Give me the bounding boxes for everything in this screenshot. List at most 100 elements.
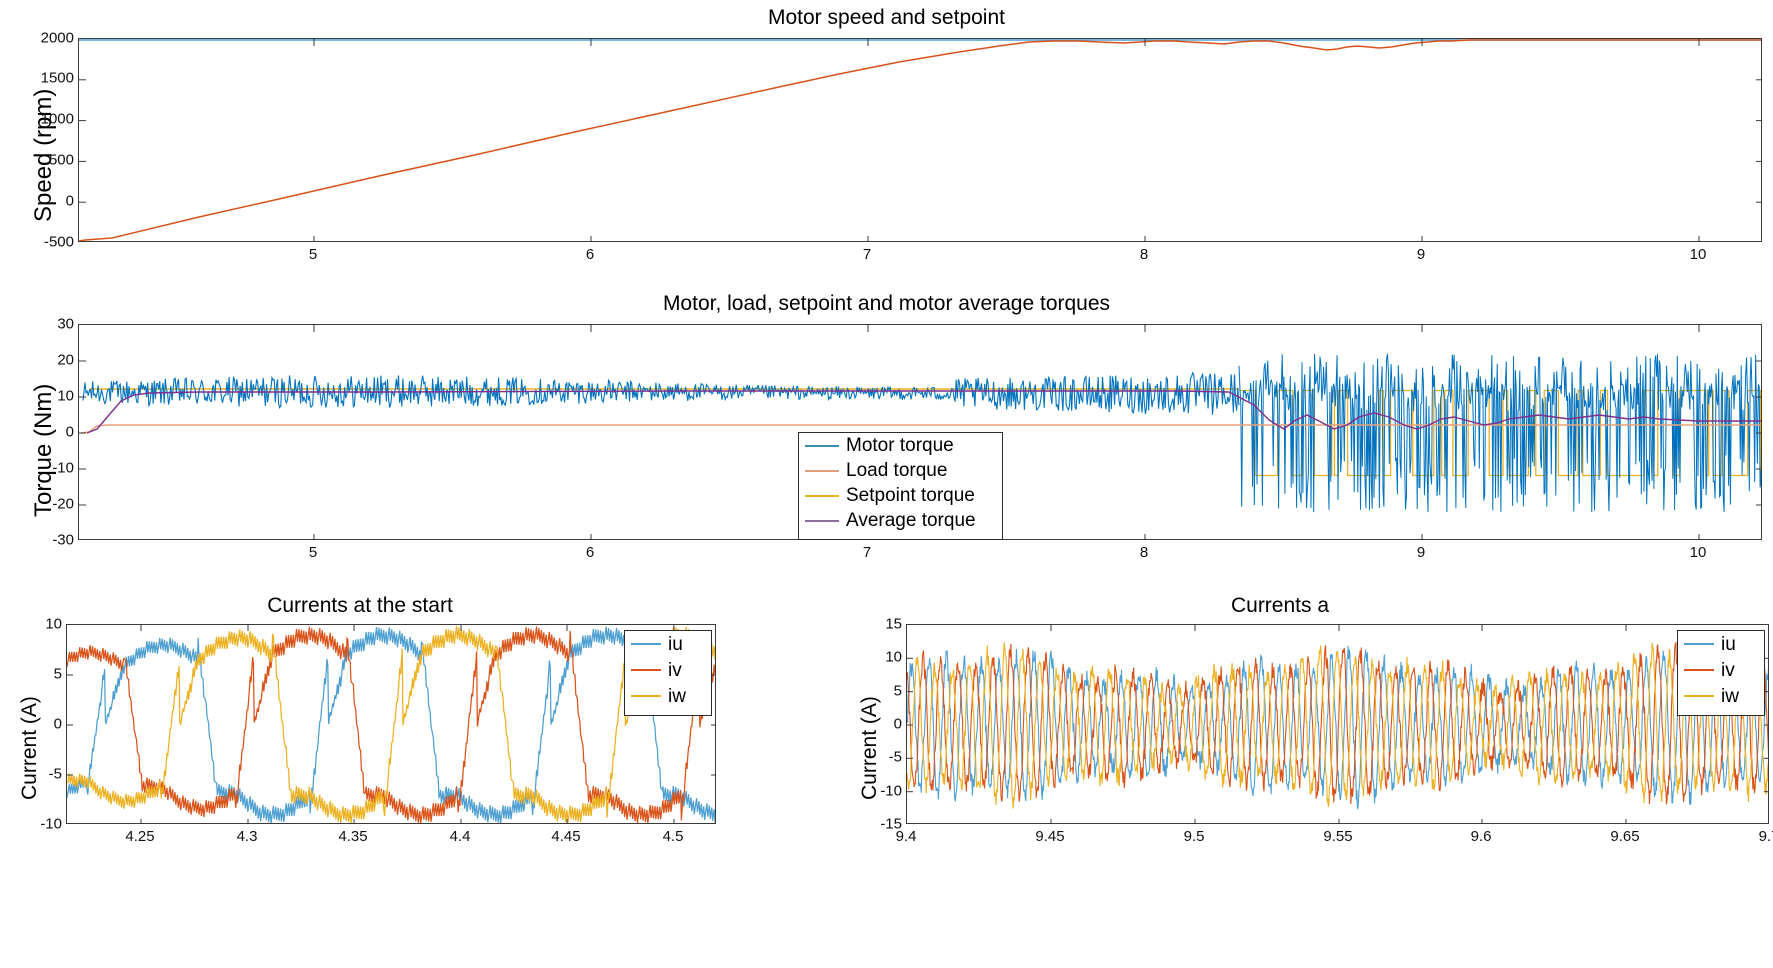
currents-a-legend[interactable]: iu iv iw [1677, 630, 1765, 716]
legend-label: iv [668, 659, 682, 681]
subplot-currents-start: Currents at the start Current (A) 10 5 0… [0, 588, 760, 968]
speed-plot-svg [79, 39, 1761, 241]
speed-axes-ticks [79, 39, 1761, 241]
x-tick-label: 4.35 [338, 828, 368, 845]
y-tick-label: -30 [52, 531, 74, 549]
x-tick-label: 4.5 [662, 828, 684, 845]
legend-swatch-line [1684, 643, 1714, 645]
series-iv [67, 626, 715, 823]
x-tick-label: 9.7 [1758, 828, 1773, 845]
legend-swatch-line [805, 519, 839, 522]
legend-label: Load torque [846, 460, 948, 481]
x-tick-label: 5 [308, 544, 318, 561]
y-tick-label: 5 [53, 665, 62, 683]
x-tick-label: 4.3 [236, 828, 258, 845]
x-tick-label: 9.65 [1610, 828, 1640, 845]
subplot-motor-speed: Motor speed and setpoint Speed (rpm) 200… [0, 0, 1773, 285]
currents-a-axes [906, 624, 1769, 824]
legend-item-iu[interactable]: iu [1678, 631, 1764, 657]
y-tick-label: 10 [45, 615, 62, 633]
currents-start-axes [66, 624, 716, 824]
x-tick-label: 9 [1416, 544, 1426, 561]
legend-label: iw [1721, 685, 1739, 707]
legend-label: iw [668, 685, 686, 707]
x-tick-label: 9.55 [1323, 828, 1353, 845]
motor-torque-band-2 [1238, 353, 1761, 513]
legend-item-iu[interactable]: iu [625, 631, 711, 657]
legend-item-load-torque[interactable]: Load torque [799, 458, 1002, 483]
y-tick-label: 15 [885, 615, 902, 633]
series-iu [67, 626, 715, 823]
y-tick-label: 5 [893, 682, 902, 700]
series-iv [907, 641, 1768, 805]
y-tick-label: 10 [57, 387, 74, 405]
motor-torque-band-1 [82, 371, 1240, 415]
y-tick-label: -20 [52, 495, 74, 513]
speed-axes [78, 38, 1762, 242]
x-tick-label: 8 [1139, 544, 1149, 561]
x-tick-label: 4.4 [449, 828, 471, 845]
y-tick-label: 0 [53, 715, 62, 733]
y-tick-label: 0 [65, 192, 74, 210]
x-tick-label: 6 [585, 544, 595, 561]
subplot-speed-title: Motor speed and setpoint [768, 6, 1005, 29]
y-tick-label: 10 [885, 648, 902, 666]
legend-label: iu [1721, 633, 1736, 655]
legend-label: iu [668, 633, 683, 655]
x-tick-label: 8 [1139, 246, 1149, 263]
y-tick-label: 0 [65, 423, 74, 441]
y-tick-label: 0 [893, 715, 902, 733]
x-tick-label: 5 [308, 246, 318, 263]
legend-item-setpoint-torque[interactable]: Setpoint torque [799, 483, 1002, 508]
series-motor-speed [79, 39, 1761, 241]
torque-legend[interactable]: Motor torque Load torque Setpoint torque… [798, 432, 1003, 540]
legend-swatch-line [805, 444, 839, 447]
currents-a-plot-svg [907, 625, 1768, 823]
subplot-torque-title: Motor, load, setpoint and motor average … [662, 292, 1111, 315]
x-tick-label: 7 [862, 246, 872, 263]
x-tick-label: 9 [1416, 246, 1426, 263]
legend-item-average-torque[interactable]: Average torque [799, 508, 1002, 533]
series-iw [67, 626, 715, 823]
legend-label: iv [1721, 659, 1735, 681]
subplot-currents-a: Currents a Current (A) 15 10 5 0 -5 -10 … [840, 588, 1773, 968]
legend-swatch-line [631, 643, 661, 645]
x-tick-label: 9.6 [1470, 828, 1492, 845]
legend-label: Motor torque [846, 435, 954, 456]
legend-label: Setpoint torque [846, 485, 975, 506]
x-tick-label: 10 [1689, 544, 1707, 561]
y-tick-label: 30 [57, 315, 74, 333]
subplot-currents-start-ylabel: Current (A) [18, 696, 41, 800]
y-tick-label: -10 [52, 459, 74, 477]
y-tick-label: -5 [48, 765, 62, 783]
y-tick-label: 1500 [40, 69, 74, 87]
y-tick-label: 1000 [40, 110, 74, 128]
legend-item-motor-torque[interactable]: Motor torque [799, 433, 1002, 458]
x-tick-label: 10 [1689, 246, 1707, 263]
series-average-torque [86, 390, 1761, 434]
y-tick-label: 2000 [40, 29, 74, 47]
cs-ticks [67, 625, 715, 823]
y-tick-label: -10 [880, 782, 902, 800]
x-tick-label: 4.45 [551, 828, 581, 845]
legend-item-iw[interactable]: iw [625, 683, 711, 709]
legend-item-iv[interactable]: iv [625, 657, 711, 683]
x-tick-label: 9.45 [1035, 828, 1065, 845]
x-tick-label: 6 [585, 246, 595, 263]
currents-start-plot-svg [67, 625, 715, 823]
legend-swatch-line [1684, 669, 1714, 671]
y-tick-label: 500 [48, 151, 74, 169]
ca-ticks [907, 625, 1768, 823]
series-motor-torque [82, 353, 1761, 513]
legend-item-iv[interactable]: iv [1678, 657, 1764, 683]
y-tick-label: -5 [888, 748, 902, 766]
legend-item-iw[interactable]: iw [1678, 683, 1764, 709]
y-tick-label: -10 [40, 815, 62, 833]
legend-swatch-line [1684, 695, 1714, 697]
legend-swatch-line [631, 669, 661, 671]
currents-start-legend[interactable]: iu iv iw [624, 630, 712, 716]
x-tick-label: 7 [862, 544, 872, 561]
subplot-currents-a-title: Currents a [1230, 594, 1330, 617]
y-tick-label: 20 [57, 351, 74, 369]
